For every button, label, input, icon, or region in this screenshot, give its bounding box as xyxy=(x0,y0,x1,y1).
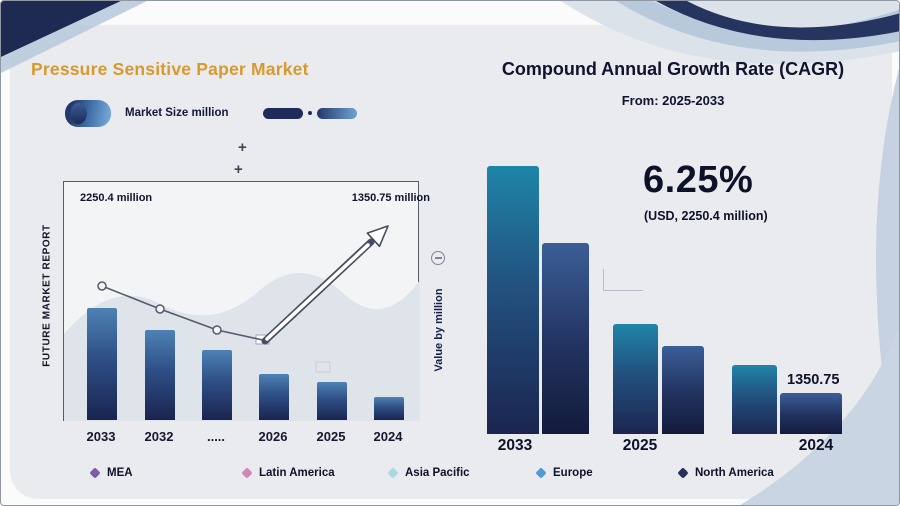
left-x-label: 2032 xyxy=(144,429,174,444)
start-value-annotation: 2250.4 million xyxy=(80,192,153,204)
legend-dot-icon xyxy=(241,467,253,479)
right-x-labels: 2033 2025 2024 xyxy=(1,437,899,457)
left-chart: 2250.4 million 1350.75 million xyxy=(63,181,430,421)
legend-label: Europe xyxy=(553,467,593,479)
market-size-bar xyxy=(145,330,175,420)
legend-item: MEA xyxy=(89,467,133,479)
legend-dot-icon xyxy=(535,467,547,479)
legend-label: MEA xyxy=(107,467,133,479)
right-chart-title: Compound Annual Growth Rate (CAGR) xyxy=(501,59,845,79)
left-x-label: ..... xyxy=(206,429,226,444)
left-bars xyxy=(64,182,418,420)
end-value-label: 1350.75 xyxy=(787,372,840,388)
legend-dot-icon xyxy=(677,467,689,479)
legend-dot-icon xyxy=(387,467,399,479)
left-x-label: 2025 xyxy=(316,429,346,444)
left-x-label: 2033 xyxy=(86,429,116,444)
legend-item: North America xyxy=(677,467,774,479)
region-legend: MEA Latin America Asia Pacific Europe North … xyxy=(1,467,899,487)
right-y-axis-label: Value by million xyxy=(433,288,445,372)
plus-icon: + xyxy=(238,139,247,156)
right-x-label: 2033 xyxy=(497,437,533,454)
legend-label: Latin America xyxy=(259,467,335,479)
marker-box-icon xyxy=(315,361,331,373)
right-x-label: 2024 xyxy=(798,437,834,454)
circle-minus-icon xyxy=(431,251,445,265)
legend-label: Asia Pacific xyxy=(405,467,470,479)
market-size-bar xyxy=(259,374,289,420)
legend-dot-icon xyxy=(89,467,101,479)
legend-item: Europe xyxy=(535,467,593,479)
pill-dark-icon xyxy=(262,107,303,119)
legend-label: North America xyxy=(695,467,774,479)
left-x-labels: 2033 2032..... 2026 2025 2024 xyxy=(63,429,419,447)
market-size-label: Market Size million xyxy=(125,107,229,119)
market-size-bar xyxy=(317,382,347,420)
cylinder-icon xyxy=(65,99,111,127)
market-size-bar xyxy=(202,350,232,420)
end-value-annotation: 1350.75 million xyxy=(351,192,430,204)
left-x-label: 2026 xyxy=(258,429,288,444)
legend-item: Asia Pacific xyxy=(387,467,470,479)
market-size-bar xyxy=(87,308,117,420)
cagr-detail: (USD, 2250.4 million) xyxy=(644,209,768,223)
trend-line xyxy=(101,285,264,341)
trend-marker-icon xyxy=(97,281,107,291)
dot-icon xyxy=(307,111,312,115)
left-y-axis-label: FUTURE MARKET REPORT xyxy=(41,224,53,367)
trend-marker-icon xyxy=(212,325,222,335)
pill-gradient-icon xyxy=(316,107,357,119)
trend-marker-icon xyxy=(155,304,165,314)
right-x-label: 2025 xyxy=(622,437,658,454)
market-size-bar xyxy=(374,397,404,420)
plus-icon: + xyxy=(234,161,243,178)
right-chart-subtitle: From: 2025-2033 xyxy=(621,93,725,108)
left-chart-title: Pressure Sensitive Paper Market xyxy=(31,59,309,79)
corner-bracket-icon xyxy=(603,269,643,291)
forecast-arrowhead-icon xyxy=(366,225,389,248)
legend-item: Latin America xyxy=(241,467,335,479)
left-x-label: 2024 xyxy=(373,429,403,444)
forecast-arrow-shaft xyxy=(265,243,370,341)
market-size-legend: Market Size million xyxy=(65,97,357,129)
cagr-value: 6.25% xyxy=(643,159,754,201)
